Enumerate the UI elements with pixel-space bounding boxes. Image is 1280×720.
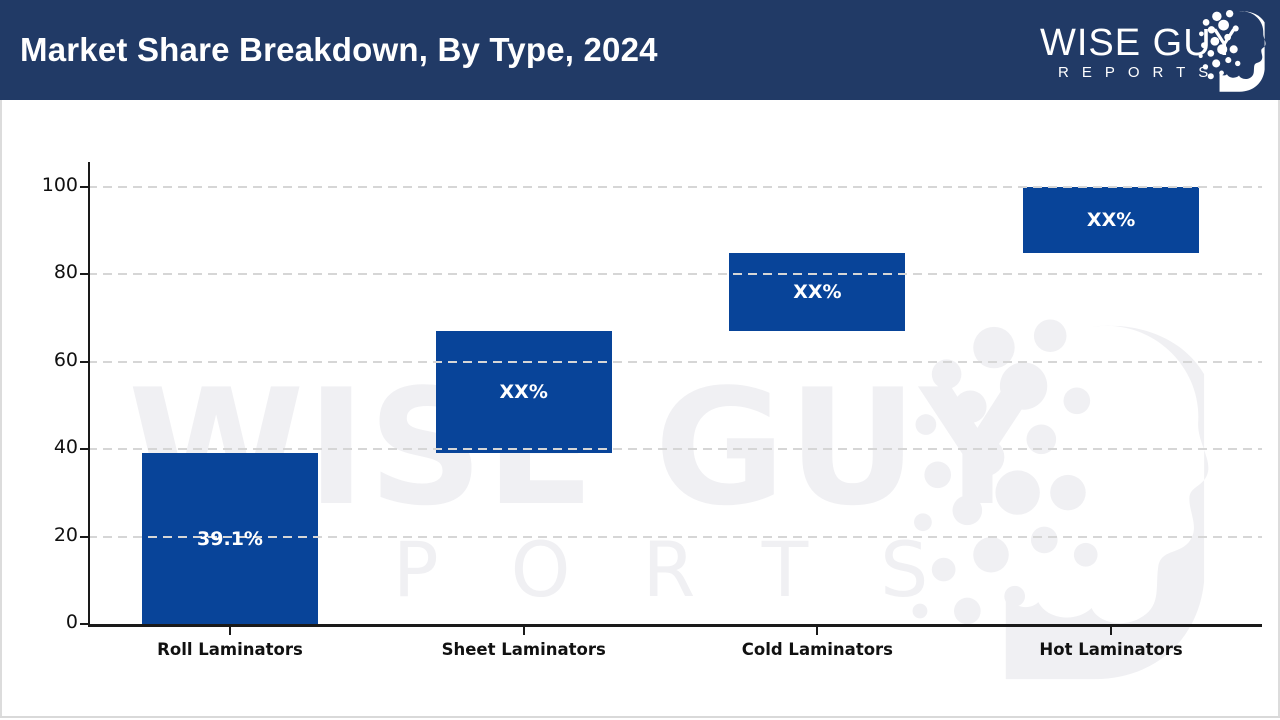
gridline-100	[88, 186, 1262, 188]
x-axis-line	[88, 624, 1262, 627]
bar-value-label: XX%	[793, 281, 842, 304]
y-tick-label: 20	[53, 523, 78, 546]
bar-value-label: 39.1%	[197, 527, 263, 550]
left-border-line	[0, 100, 2, 718]
logo-face-icon	[1198, 9, 1266, 92]
gridline-60	[88, 360, 1262, 363]
x-category-label: Hot Laminators	[1039, 640, 1183, 659]
header-bar: Market Share Breakdown, By Type, 2024 WI…	[0, 0, 1280, 100]
bar-3	[1023, 187, 1200, 254]
wiseguy-logo: WISE GUY REPORTS	[1010, 0, 1270, 100]
y-tick-mark	[80, 623, 88, 625]
y-tick-label: 100	[41, 174, 78, 196]
y-tick-mark	[80, 535, 88, 538]
y-tick-label: 40	[53, 436, 78, 459]
y-tick-mark	[80, 273, 88, 276]
y-tick-mark	[80, 360, 88, 363]
gridline-20	[88, 535, 1262, 538]
x-tick-mark	[1110, 627, 1113, 635]
bottom-border-line	[0, 716, 1280, 718]
bar-2	[729, 253, 906, 332]
x-category-label: Sheet Laminators	[441, 640, 606, 659]
x-tick-mark	[229, 627, 231, 635]
bar-value-label: XX%	[499, 381, 548, 404]
page-title: Market Share Breakdown, By Type, 2024	[20, 31, 658, 68]
right-border-line	[1278, 100, 1280, 718]
y-tick-label: 60	[53, 348, 78, 371]
x-category-label: Roll Laminators	[157, 640, 303, 659]
gridline-80	[88, 273, 1262, 276]
bar-0	[142, 453, 318, 624]
x-category-label: Cold Laminators	[741, 640, 893, 659]
y-tick-label: 80	[53, 261, 78, 284]
y-tick-mark	[80, 448, 88, 451]
logo-subtitle: REPORTS	[1058, 64, 1222, 81]
x-tick-mark	[816, 627, 819, 635]
y-tick-mark	[80, 186, 88, 188]
watermark-face-icon	[912, 319, 1209, 680]
bar-value-label: XX%	[1086, 209, 1136, 232]
x-tick-mark	[522, 627, 525, 635]
gridline-40	[88, 448, 1262, 451]
y-axis-line	[88, 162, 90, 627]
bar-1	[435, 331, 612, 454]
y-tick-label: 0	[65, 611, 78, 633]
